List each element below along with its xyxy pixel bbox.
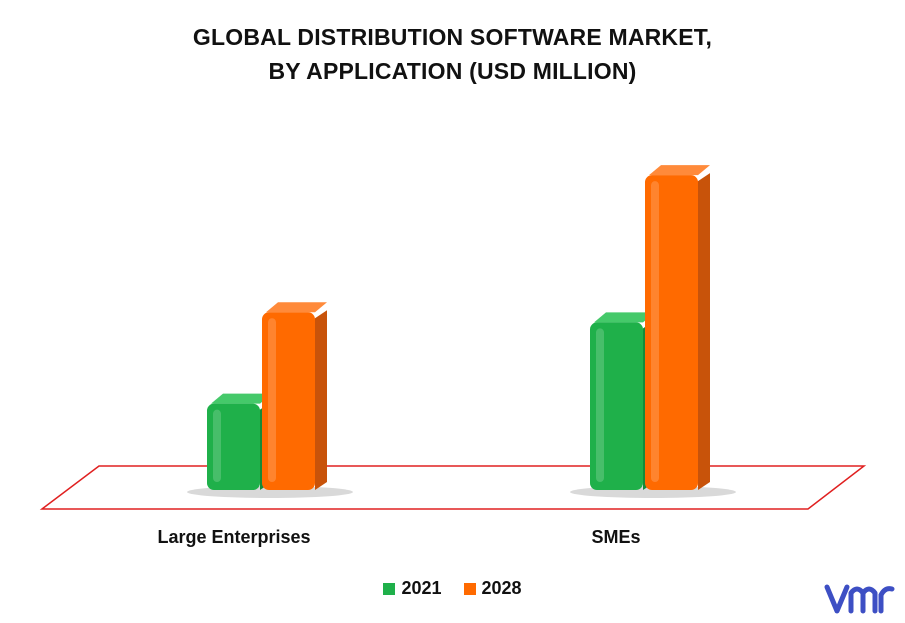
x-tick-label: SMEs (591, 527, 641, 547)
legend-swatch-2021-icon (383, 582, 396, 595)
vmr-logo-icon (824, 584, 895, 614)
bar-top-2028 (266, 302, 327, 313)
legend: 2021 2028 (0, 578, 905, 599)
legend-item-2028: 2028 (463, 578, 522, 599)
bar-side-2028 (315, 310, 327, 490)
bar-top-2021 (211, 393, 272, 404)
bar-2028-smes (645, 175, 698, 490)
bar-2021-smes (590, 322, 643, 490)
chart-title: GLOBAL DISTRIBUTION SOFTWARE MARKET, BY … (0, 20, 905, 88)
chart-title-line-2: BY APPLICATION (USD MILLION) (268, 58, 637, 84)
bars-group (187, 165, 736, 498)
bar-highlight (268, 318, 276, 482)
bar-2028-large-enterprises (262, 312, 315, 490)
legend-item-2021: 2021 (383, 578, 442, 599)
bar-2021-large-enterprises (207, 403, 260, 490)
bar-top-2028 (649, 165, 710, 176)
legend-swatch-2028-icon (463, 582, 476, 595)
bar-highlight (651, 181, 659, 482)
chart-title-line-1: GLOBAL DISTRIBUTION SOFTWARE MARKET, (192, 24, 713, 50)
bar-highlight (596, 328, 604, 482)
legend-label: 2021 (401, 578, 442, 598)
bar-highlight (213, 409, 221, 482)
x-tick-label: Large Enterprises (157, 527, 311, 547)
bar-top-2021 (594, 312, 655, 323)
chart-floor-plane (39, 465, 867, 510)
bar-side-2028 (698, 173, 710, 490)
legend-label: 2028 (481, 578, 522, 598)
